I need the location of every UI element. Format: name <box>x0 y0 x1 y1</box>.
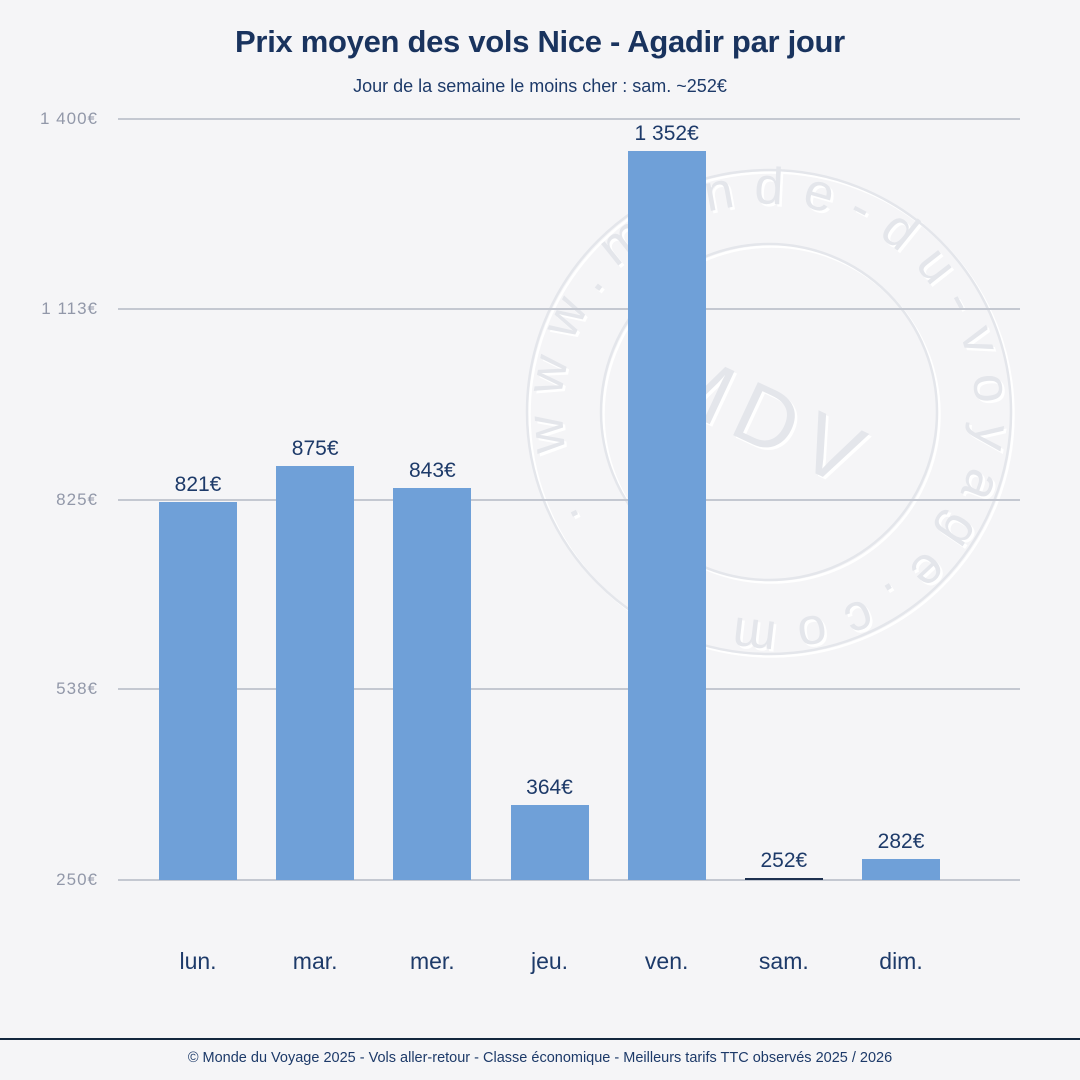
watermark-ring-text-highlight: · www.monde-du-voyage.com <box>519 162 1019 662</box>
value-label-jeu: 364€ <box>526 775 573 799</box>
y-axis-tick-250: 250€ <box>56 870 98 889</box>
gridline-1400 <box>118 118 1020 120</box>
y-axis-tick-538: 538€ <box>56 679 98 699</box>
value-label-mar: 875€ <box>291 437 339 461</box>
value-label-dim: 282€ <box>877 829 925 853</box>
y-axis-tick-1400: 1 400€ <box>40 109 98 128</box>
watermark-stamp: · www.monde-du-voyage.com MDV · www.mond… <box>519 162 1019 662</box>
chart-subtitle: Jour de la semaine le moins cher : sam. … <box>353 76 727 96</box>
footer-text: © Monde du Voyage 2025 - Vols aller-reto… <box>187 1050 893 1066</box>
gridline-538 <box>118 688 1020 691</box>
value-label-ven: 1 352€ <box>634 121 699 145</box>
x-axis-label-mar: mar. <box>292 948 338 974</box>
gridline-825 <box>118 498 1020 501</box>
x-axis-label-ven: ven. <box>644 948 689 974</box>
watermark-outer-ring <box>525 168 1013 656</box>
y-axis-tick-1113: 1 113€ <box>41 298 98 318</box>
gridline-1113 <box>118 307 1020 310</box>
x-axis-label-lun: lun. <box>179 948 217 974</box>
x-axis-label-mer: mer. <box>409 948 455 974</box>
gridline-250 <box>118 879 1020 881</box>
x-axis-label-dim: dim. <box>879 948 923 974</box>
watermark-ring-text: · www.monde-du-voyage.com <box>519 162 1019 662</box>
y-axis-tick-825: 825€ <box>56 489 98 509</box>
bar-mar <box>276 466 355 880</box>
footer-divider <box>0 1038 1080 1040</box>
bar-sam <box>744 878 823 880</box>
value-label-mer: 843€ <box>408 458 456 482</box>
bar-jeu <box>510 804 589 880</box>
bar-dim <box>862 858 941 880</box>
bar-mer <box>393 487 472 880</box>
value-label-lun: 821€ <box>174 473 222 497</box>
value-label-sam: 252€ <box>760 849 808 872</box>
chart-title: Prix moyen des vols Nice - Agadir par jo… <box>235 24 845 59</box>
watermark-outer-ring-highlight <box>528 171 1015 658</box>
bar-ven <box>627 150 706 880</box>
x-axis-label-sam: sam. <box>758 948 809 974</box>
x-axis-label-jeu: jeu. <box>530 948 569 974</box>
bar-lun <box>159 502 237 880</box>
